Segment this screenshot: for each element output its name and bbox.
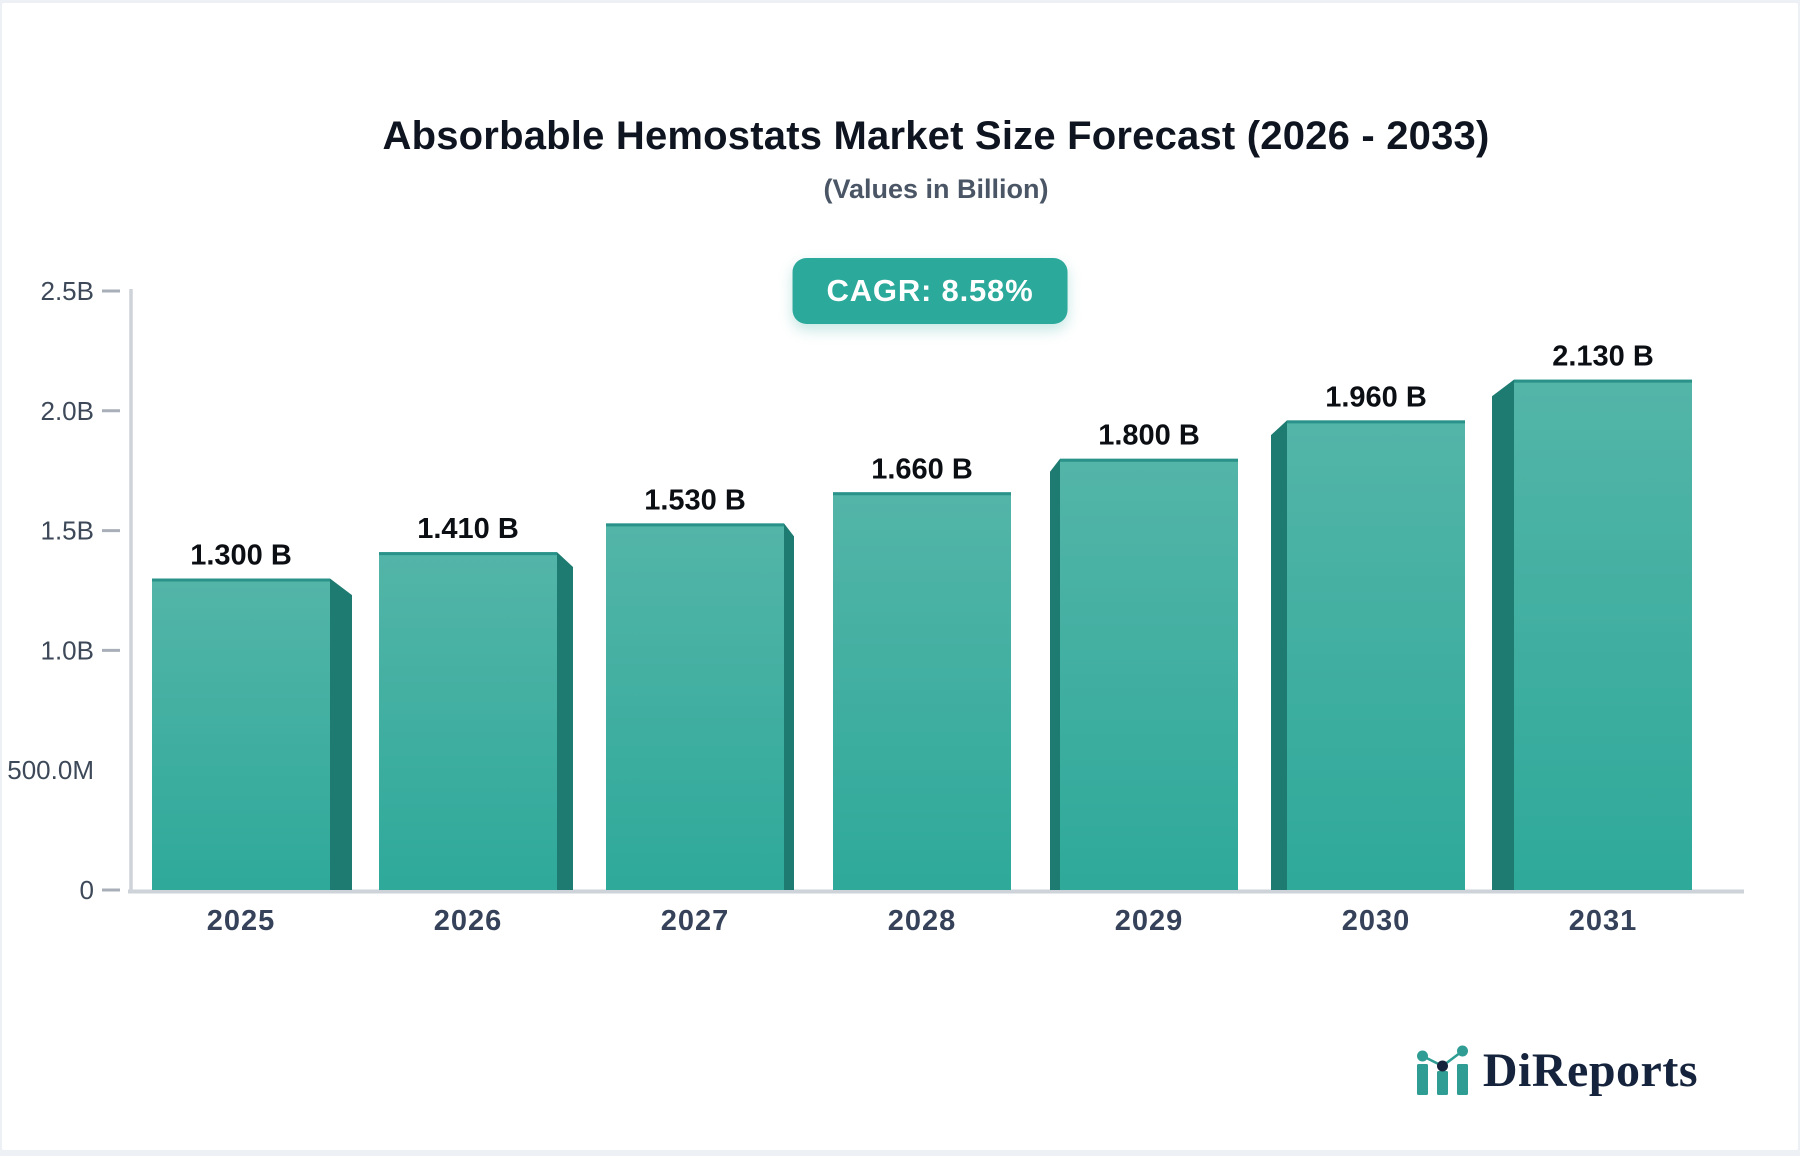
x-tick-label: 2031 [1569, 905, 1638, 937]
bar-value-label: 1.660 B [871, 453, 973, 485]
bar-2029: 1.800 B 2029 [1050, 420, 1238, 937]
x-tick-label: 2030 [1342, 905, 1411, 937]
y-tick-label: 0 [80, 875, 94, 905]
chart-title: Absorbable Hemostats Market Size Forecas… [382, 114, 1490, 158]
bar-2025: 1.300 B 2025 [152, 540, 352, 937]
bar-face [379, 552, 557, 890]
bar-2031: 2.130 B 2031 [1492, 341, 1692, 937]
bar-side [330, 578, 352, 890]
bar-2027: 1.530 B 2027 [606, 484, 794, 937]
chart-subtitle: (Values in Billion) [823, 174, 1049, 204]
bar-2028: 1.660 B 2028 [833, 453, 1011, 937]
x-tick-label: 2025 [207, 905, 276, 937]
bar-face [1287, 420, 1465, 890]
x-tick-label: 2027 [661, 905, 730, 937]
bar-chart: 2.5B 2.0B 1.5B 1.0B 500.0M 0 1.300 B 2025 1.410 … [7, 276, 1744, 937]
bar-side [557, 552, 573, 890]
brand-logo-text: DiReports [1482, 1044, 1698, 1097]
bar-face [833, 492, 1011, 890]
bar-value-label: 1.960 B [1325, 381, 1427, 413]
y-tick-label: 1.5B [41, 516, 95, 546]
bar-value-label: 1.530 B [644, 484, 746, 516]
cagr-badge: CAGR: 8.58% [792, 258, 1068, 324]
bar-2030: 1.960 B 2030 [1271, 381, 1465, 937]
bar-face [152, 578, 330, 890]
bar-side [1492, 379, 1514, 890]
bar-value-label: 1.410 B [417, 513, 519, 545]
bar-value-label: 1.800 B [1098, 420, 1200, 452]
bar-face [1060, 458, 1238, 890]
y-tick-label: 1.0B [41, 635, 95, 665]
bar-side [1050, 458, 1060, 890]
y-tick-label: 500.0M [7, 755, 94, 785]
bar-value-label: 2.130 B [1552, 341, 1654, 373]
bar-value-label: 1.300 B [190, 540, 292, 572]
brand-logo: DiReports [1413, 1039, 1698, 1097]
y-tick-label: 2.5B [41, 276, 95, 306]
bar-side [1271, 420, 1287, 890]
x-tick-label: 2028 [888, 905, 957, 937]
x-tick-label: 2026 [434, 905, 503, 937]
brand-logo-icon [1416, 1045, 1468, 1095]
x-tick-label: 2029 [1115, 905, 1184, 937]
y-tick-label: 2.0B [41, 396, 95, 426]
bar-side [784, 523, 794, 890]
bar-face [1514, 379, 1692, 890]
chart-card: Absorbable Hemostats Market Size Forecas… [2, 3, 1798, 1150]
bar-face [606, 523, 784, 890]
bar-2026: 1.410 B 2026 [379, 513, 573, 937]
